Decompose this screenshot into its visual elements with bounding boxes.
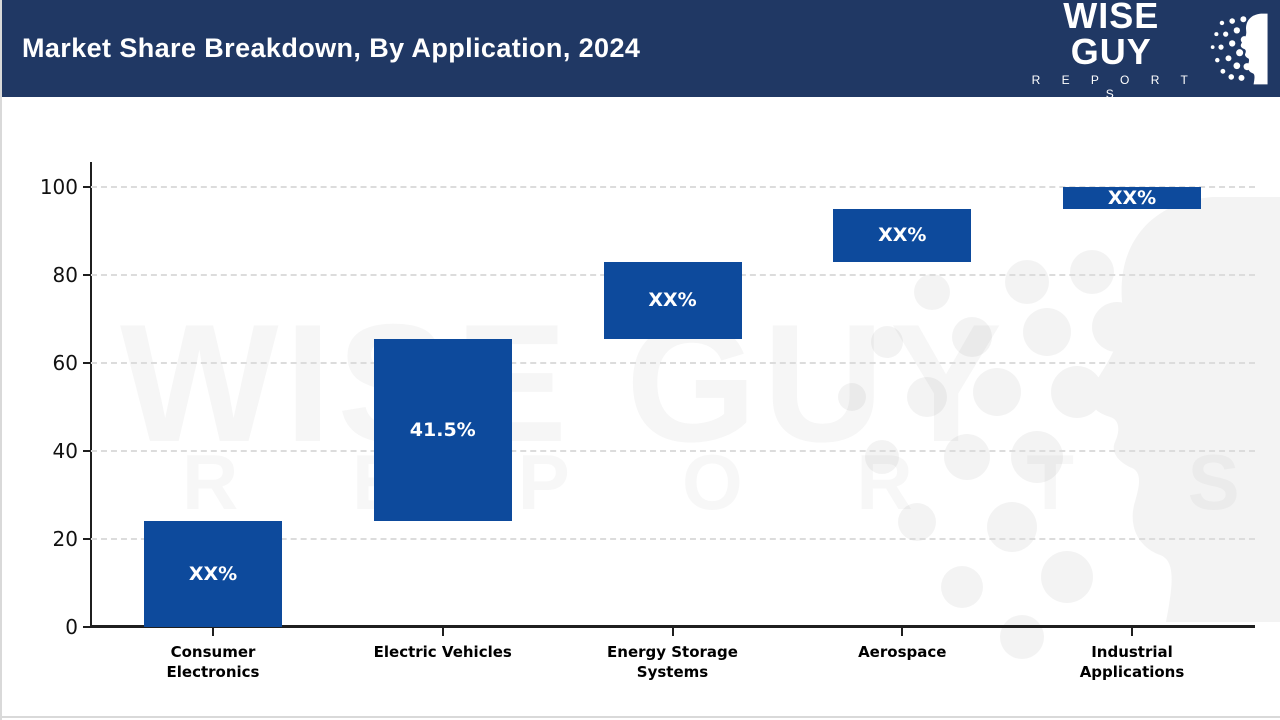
grid-line-60 bbox=[91, 362, 1255, 364]
grid-line-20 bbox=[91, 538, 1255, 540]
x-axis-line bbox=[90, 625, 1255, 628]
bar-value-label: XX% bbox=[648, 289, 697, 312]
chart-area: WISE GUY R E P O R T S 0 20 40 60 80 100 XX% 41… bbox=[2, 97, 1280, 720]
logo-face-icon bbox=[1211, 13, 1268, 85]
page-bottom-border bbox=[2, 716, 1280, 718]
y-tick-mark-100 bbox=[83, 186, 91, 188]
chart-title: Market Share Breakdown, By Application, … bbox=[22, 33, 641, 63]
y-tick-mark-60 bbox=[83, 362, 91, 364]
bar-value-label: XX% bbox=[188, 563, 238, 586]
bar-industrial-applications: XX% bbox=[1063, 187, 1201, 209]
watermark-subtext: R E P O R T S bbox=[182, 437, 1280, 528]
x-category-label-3: Energy Storage Systems bbox=[607, 643, 738, 682]
watermark-wordmark: WISE GUY bbox=[120, 287, 1008, 480]
y-tick-label-40: 40 bbox=[52, 439, 78, 463]
x-category-label-4: Aerospace bbox=[858, 643, 947, 661]
y-tick-mark-40 bbox=[83, 450, 91, 452]
y-tick-label-80: 80 bbox=[52, 263, 78, 287]
y-tick-mark-0 bbox=[83, 626, 91, 628]
x-tick-mark-5 bbox=[1131, 628, 1133, 636]
y-tick-label-0: 0 bbox=[65, 615, 78, 639]
bar-consumer-electronics: XX% bbox=[144, 521, 282, 627]
y-axis-line bbox=[90, 162, 92, 627]
x-category-label-1: Consumer Electronics bbox=[166, 643, 260, 682]
y-tick-mark-80 bbox=[83, 274, 91, 276]
wise-guy-logo: WISE GUY R E P O R T S bbox=[1018, 0, 1268, 101]
logo-wordmark-line2: R E P O R T S bbox=[1031, 72, 1197, 101]
grid-line-40 bbox=[91, 450, 1255, 452]
x-category-label-2: Electric Vehicles bbox=[373, 643, 512, 661]
x-category-label-5: Industrial Applications bbox=[1079, 643, 1185, 682]
bar-value-label: XX% bbox=[878, 224, 927, 247]
y-tick-label-60: 60 bbox=[52, 351, 78, 375]
logo-wordmark-line1: WISE GUY bbox=[1063, 0, 1160, 72]
grid-line-100 bbox=[91, 186, 1255, 188]
bar-aerospace: XX% bbox=[833, 209, 972, 262]
x-tick-mark-4 bbox=[901, 628, 904, 636]
bar-value-label: XX% bbox=[1107, 187, 1157, 209]
bar-electric-vehicles: 41.5% bbox=[373, 338, 512, 522]
x-tick-mark-1 bbox=[212, 628, 214, 636]
bar-value-label: 41.5% bbox=[409, 419, 476, 442]
x-tick-mark-3 bbox=[671, 628, 674, 636]
header-bar: Market Share Breakdown, By Application, … bbox=[2, 0, 1280, 101]
y-tick-label-100: 100 bbox=[39, 175, 78, 199]
y-tick-label-20: 20 bbox=[52, 527, 78, 551]
x-tick-mark-2 bbox=[441, 628, 444, 636]
logo-wordmark: WISE GUY R E P O R T S bbox=[1018, 0, 1204, 101]
bar-energy-storage-systems: XX% bbox=[603, 261, 742, 339]
y-tick-mark-20 bbox=[83, 538, 91, 540]
